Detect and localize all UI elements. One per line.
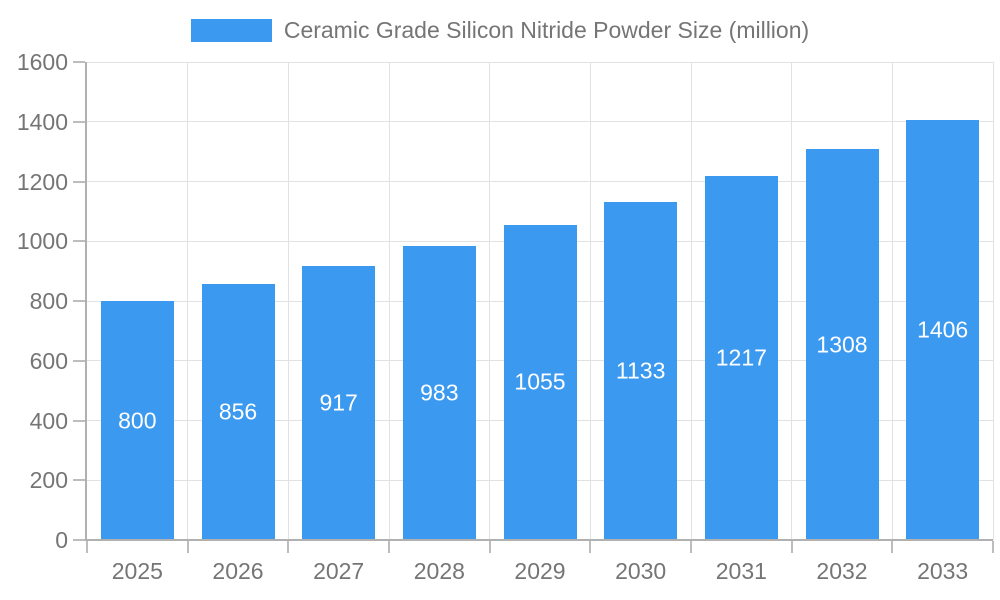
y-axis-label: 800	[29, 288, 68, 314]
bar-value-label: 1217	[715, 344, 767, 371]
bar-value-label: 1406	[917, 316, 969, 343]
bar[interactable]: 917	[302, 266, 376, 540]
bar[interactable]: 1406	[906, 119, 980, 540]
x-axis-label: 2029	[514, 558, 566, 584]
gridline-vertical	[187, 62, 189, 540]
x-axis-label: 2027	[313, 558, 365, 584]
x-axis-tick	[86, 541, 88, 553]
gridline-vertical	[287, 62, 289, 540]
gridline-vertical	[489, 62, 491, 540]
x-axis-tick	[891, 541, 894, 553]
gridline-vertical	[992, 62, 994, 540]
x-axis-label: 2026	[212, 558, 264, 584]
y-axis-line	[85, 62, 87, 540]
x-axis-label: 2032	[816, 558, 868, 584]
bar-value-label: 1308	[816, 331, 868, 358]
y-axis-tick	[73, 539, 85, 541]
legend-swatch	[190, 19, 272, 42]
gridline-vertical	[589, 62, 591, 540]
bar-value-label: 917	[319, 389, 358, 416]
x-axis-tick	[388, 541, 390, 553]
bar[interactable]: 856	[201, 284, 275, 540]
y-axis-tick	[73, 61, 85, 63]
y-axis-tick	[73, 180, 85, 183]
y-axis-tick	[73, 300, 85, 302]
x-axis-tick	[589, 541, 592, 553]
gridline-horizontal	[87, 121, 993, 123]
y-axis-label: 1000	[16, 228, 68, 255]
y-axis-label: 400	[29, 407, 68, 434]
y-axis-label: 200	[29, 467, 68, 494]
bar-value-label: 856	[218, 398, 258, 425]
x-axis-tick	[488, 541, 491, 553]
y-axis-tick	[73, 120, 85, 123]
legend-item[interactable]: Ceramic Grade Silicon Nitride Powder Siz…	[0, 17, 1000, 44]
x-axis-line	[85, 539, 993, 541]
y-axis-tick	[73, 359, 85, 362]
gridline-vertical	[388, 62, 390, 540]
x-axis-tick	[690, 541, 692, 553]
y-axis-label: 0	[55, 527, 68, 553]
gridline-vertical	[891, 62, 893, 540]
x-axis-label: 2033	[917, 558, 969, 584]
y-axis-tick	[73, 419, 85, 422]
bar[interactable]: 800	[100, 301, 174, 540]
bar[interactable]: 1055	[503, 224, 577, 540]
bar[interactable]: 1133	[604, 201, 678, 540]
bar-value-label: 1055	[514, 368, 566, 395]
x-axis-label: 2030	[615, 558, 667, 584]
y-axis-label: 600	[29, 347, 68, 374]
y-axis-label: 1600	[16, 49, 68, 75]
gridline-horizontal	[87, 61, 993, 63]
y-axis-tick	[73, 240, 85, 243]
bar-value-label: 1133	[615, 357, 666, 384]
x-axis-tick	[287, 541, 290, 553]
x-axis-tick	[992, 541, 994, 553]
bar[interactable]: 1308	[805, 149, 879, 540]
legend-label: Ceramic Grade Silicon Nitride Powder Siz…	[283, 17, 810, 43]
x-axis-label: 2028	[413, 558, 465, 584]
y-axis-label: 1400	[16, 108, 68, 135]
bar[interactable]: 983	[402, 246, 476, 540]
y-axis-tick	[73, 479, 85, 482]
x-axis-label: 2025	[111, 558, 163, 584]
bar[interactable]: 1217	[704, 176, 778, 540]
x-axis-label: 2031	[715, 558, 767, 584]
bar-value-label: 800	[118, 407, 157, 433]
gridline-vertical	[690, 62, 692, 540]
gridline-horizontal	[87, 181, 993, 182]
x-axis-tick	[186, 541, 189, 553]
gridline-vertical	[791, 62, 793, 540]
x-axis-tick	[790, 541, 793, 553]
bar-value-label: 983	[420, 379, 459, 406]
y-axis-label: 1200	[16, 168, 68, 195]
